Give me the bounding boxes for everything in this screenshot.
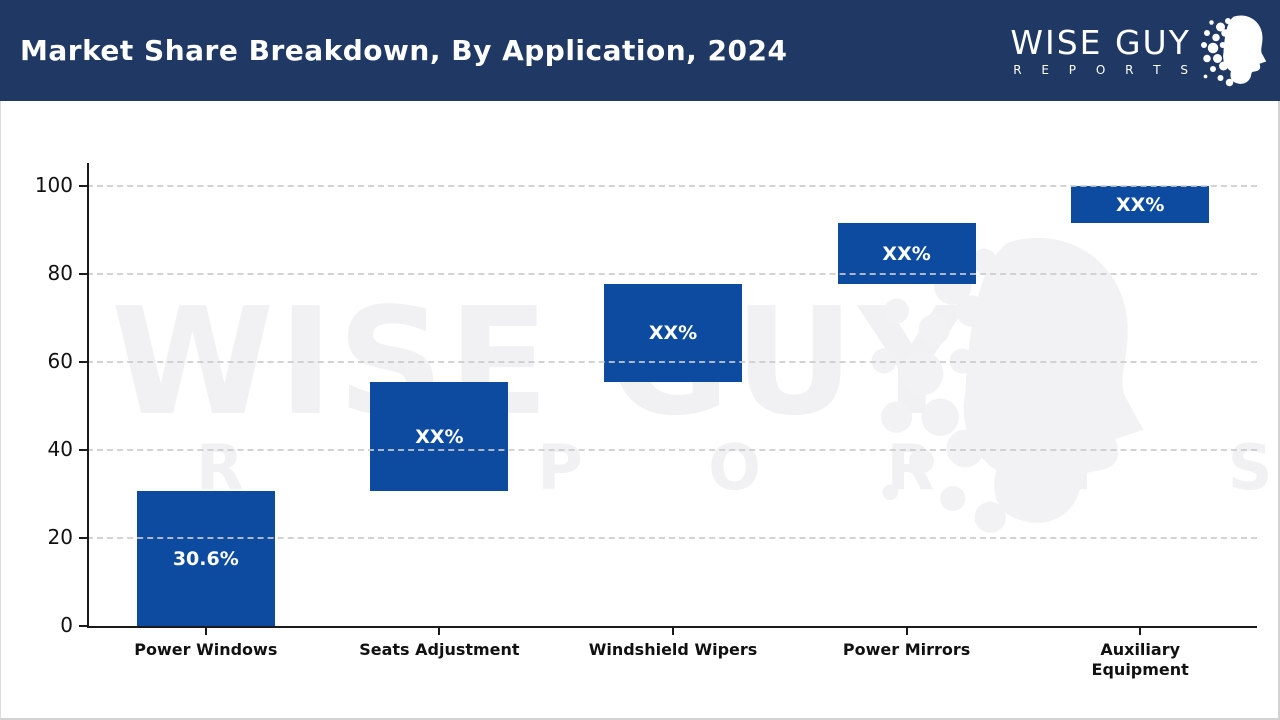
x-axis-category-label: Windshield Wipers: [588, 640, 758, 659]
x-axis-category-label: Seats Adjustment: [359, 640, 520, 659]
waterfall-chart: WISE GUY R E P O R T S 0 20 40 60 80 100 30.6%…: [0, 101, 1280, 720]
bar-power-windows: 30.6%: [136, 491, 275, 626]
bar-power-mirrors: XX%: [837, 223, 976, 285]
bar-value-label: XX%: [882, 242, 931, 265]
y-axis-tick-label: 60: [47, 349, 73, 373]
y-axis-tick-mark: [79, 273, 87, 275]
y-axis-tick-label: 20: [47, 525, 73, 549]
y-axis-tick-label: 40: [47, 437, 73, 461]
x-axis-category-label: Auxiliary Equipment: [1091, 640, 1189, 679]
report-header: Market Share Breakdown, By Application, …: [0, 0, 1280, 101]
x-axis-tick-mark: [438, 628, 441, 635]
gridline-80: [87, 273, 1257, 275]
y-axis-tick-mark: [79, 537, 87, 539]
y-axis-line: [87, 163, 89, 628]
bar-auxiliary-equipment: XX%: [1071, 186, 1210, 224]
bar-seats-adjustment: XX%: [370, 381, 509, 492]
y-axis-tick-mark: [79, 625, 87, 627]
x-axis-tick-mark: [905, 628, 908, 635]
gridline-100: [87, 185, 1257, 187]
bar-value-label: XX%: [1116, 193, 1165, 216]
logo-head-icon: [1201, 14, 1267, 86]
logo-subtext: R E P O R T S: [1013, 62, 1196, 77]
x-axis-category-label: Power Windows: [134, 640, 278, 659]
page-title: Market Share Breakdown, By Application, …: [20, 34, 788, 67]
bar-value-label: XX%: [415, 425, 464, 448]
x-axis-category-label: Power Mirrors: [842, 640, 971, 659]
bar-windshield-wipers: XX%: [604, 284, 742, 382]
y-axis-tick-label: 80: [47, 261, 73, 285]
wiseguy-logo: WISE GUY R E P O R T S: [1005, 10, 1270, 92]
bar-value-label: 30.6%: [172, 547, 239, 570]
y-axis-tick-mark: [79, 361, 87, 363]
y-axis-tick-mark: [79, 449, 87, 451]
x-axis-tick-mark: [672, 628, 674, 635]
y-axis-tick-label: 100: [34, 173, 73, 197]
x-axis-tick-mark: [1139, 628, 1142, 635]
y-axis-tick-label: 0: [60, 613, 73, 637]
x-axis-tick-mark: [204, 628, 207, 635]
bar-value-label: XX%: [648, 321, 698, 344]
gridline-60: [87, 361, 1257, 363]
gridline-40: [87, 449, 1257, 451]
logo-wordmark: WISE GUY: [1010, 22, 1191, 62]
x-axis-line: [87, 626, 1257, 628]
gridline-20: [87, 537, 1257, 539]
y-axis-tick-mark: [79, 185, 87, 187]
